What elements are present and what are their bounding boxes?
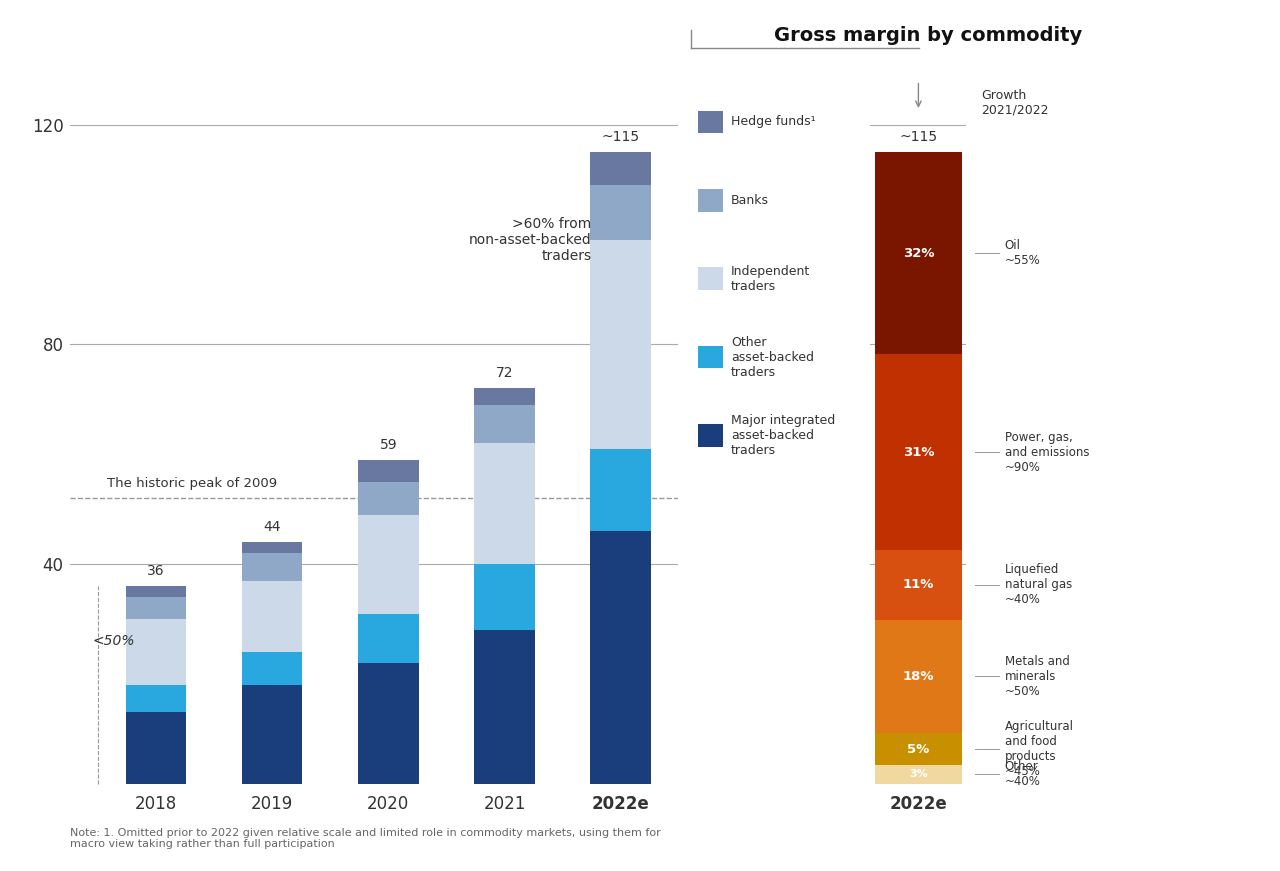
Bar xyxy=(125,598,187,619)
Bar xyxy=(475,630,535,784)
Bar xyxy=(125,685,187,712)
Bar xyxy=(242,581,302,652)
Bar xyxy=(358,663,419,784)
Text: Power, gas,
and emissions
~90%: Power, gas, and emissions ~90% xyxy=(1005,430,1089,474)
Bar xyxy=(358,613,419,663)
Bar xyxy=(590,152,650,185)
Text: 36: 36 xyxy=(147,564,165,577)
Bar xyxy=(125,586,187,598)
Text: Other
~40%: Other ~40% xyxy=(1005,760,1041,788)
Bar xyxy=(874,354,963,550)
Text: Independent
traders: Independent traders xyxy=(731,265,810,293)
Text: Hedge funds¹: Hedge funds¹ xyxy=(731,116,815,128)
Text: Growth
2021/2022: Growth 2021/2022 xyxy=(982,89,1048,117)
Bar xyxy=(358,515,419,613)
Text: ~115: ~115 xyxy=(900,130,937,144)
Bar xyxy=(590,185,650,240)
Bar xyxy=(358,482,419,515)
Text: Banks: Banks xyxy=(731,194,769,206)
Bar xyxy=(475,405,535,443)
Text: Oil
~55%: Oil ~55% xyxy=(1005,240,1041,267)
Text: 31%: 31% xyxy=(902,446,934,459)
Bar xyxy=(125,712,187,784)
Text: Metals and
minerals
~50%: Metals and minerals ~50% xyxy=(1005,655,1070,698)
Bar xyxy=(590,531,650,784)
Bar xyxy=(874,765,963,784)
Bar xyxy=(242,685,302,784)
Text: The historic peak of 2009: The historic peak of 2009 xyxy=(108,477,278,490)
Bar xyxy=(242,553,302,581)
Bar xyxy=(242,652,302,685)
Text: 5%: 5% xyxy=(908,743,929,756)
Bar xyxy=(590,240,650,449)
Bar xyxy=(242,542,302,553)
Text: 11%: 11% xyxy=(902,578,934,591)
Text: 72: 72 xyxy=(495,366,513,380)
Text: Agricultural
and food
products
~45%: Agricultural and food products ~45% xyxy=(1005,720,1074,778)
Text: 44: 44 xyxy=(264,520,282,534)
Text: Major integrated
asset-backed
traders: Major integrated asset-backed traders xyxy=(731,414,835,457)
Bar xyxy=(125,619,187,685)
Bar xyxy=(874,733,963,765)
Text: Note: 1. Omitted prior to 2022 given relative scale and limited role in commodit: Note: 1. Omitted prior to 2022 given rel… xyxy=(70,827,662,849)
Bar xyxy=(358,460,419,482)
Bar xyxy=(475,443,535,564)
Text: 3%: 3% xyxy=(909,769,928,780)
Bar xyxy=(874,619,963,733)
Text: 59: 59 xyxy=(380,437,397,451)
Text: ~115: ~115 xyxy=(602,130,640,144)
Text: >60% from
non-asset-backed
traders: >60% from non-asset-backed traders xyxy=(468,217,591,263)
Text: Liquefied
natural gas
~40%: Liquefied natural gas ~40% xyxy=(1005,564,1073,606)
Text: Other
asset-backed
traders: Other asset-backed traders xyxy=(731,335,814,379)
Bar xyxy=(874,550,963,619)
Text: <50%: <50% xyxy=(92,634,134,648)
Text: 18%: 18% xyxy=(902,670,934,683)
Bar xyxy=(590,449,650,531)
Bar xyxy=(874,152,963,354)
Text: 32%: 32% xyxy=(902,246,934,260)
Bar xyxy=(475,564,535,630)
Bar xyxy=(475,388,535,405)
Text: Gross margin by commodity: Gross margin by commodity xyxy=(774,26,1082,45)
